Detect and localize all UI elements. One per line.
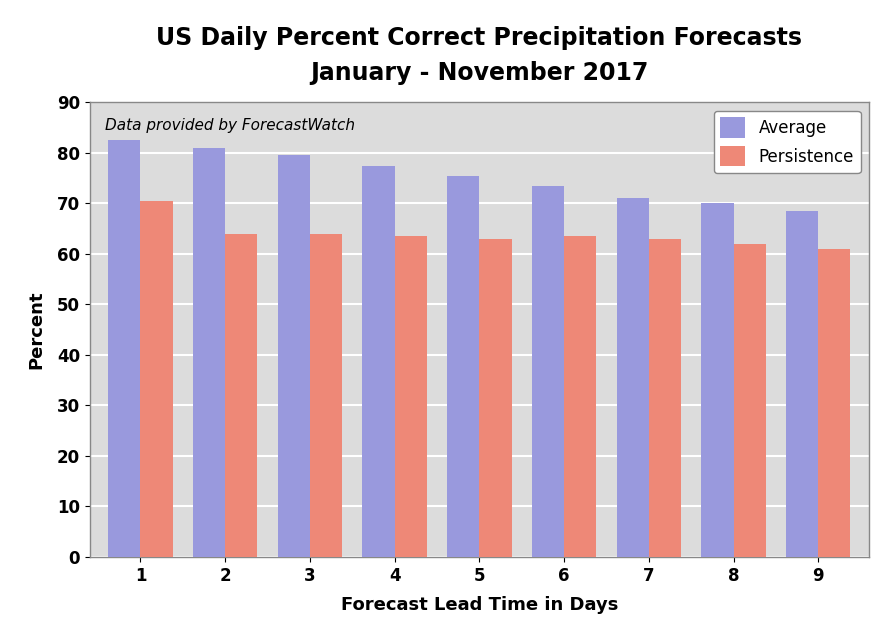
Legend: Average, Persistence: Average, Persistence	[714, 111, 861, 173]
Bar	[818, 249, 850, 557]
Title: US Daily Percent Correct Precipitation Forecasts
January - November 2017: US Daily Percent Correct Precipitation F…	[157, 26, 802, 85]
Bar	[141, 201, 173, 557]
Bar	[532, 186, 564, 557]
Bar	[734, 244, 766, 557]
Bar	[564, 236, 597, 557]
Bar	[225, 234, 257, 557]
Text: Data provided by ForecastWatch: Data provided by ForecastWatch	[105, 118, 355, 133]
Bar	[278, 156, 310, 557]
Bar	[702, 204, 734, 557]
Bar	[447, 175, 479, 557]
Bar	[786, 211, 818, 557]
Bar	[394, 236, 426, 557]
Bar	[479, 239, 512, 557]
Y-axis label: Percent: Percent	[28, 291, 46, 369]
Bar	[363, 166, 394, 557]
X-axis label: Forecast Lead Time in Days: Forecast Lead Time in Days	[340, 596, 618, 614]
Bar	[108, 140, 141, 557]
Bar	[616, 198, 649, 557]
Bar	[310, 234, 342, 557]
Bar	[193, 148, 225, 557]
Bar	[649, 239, 681, 557]
